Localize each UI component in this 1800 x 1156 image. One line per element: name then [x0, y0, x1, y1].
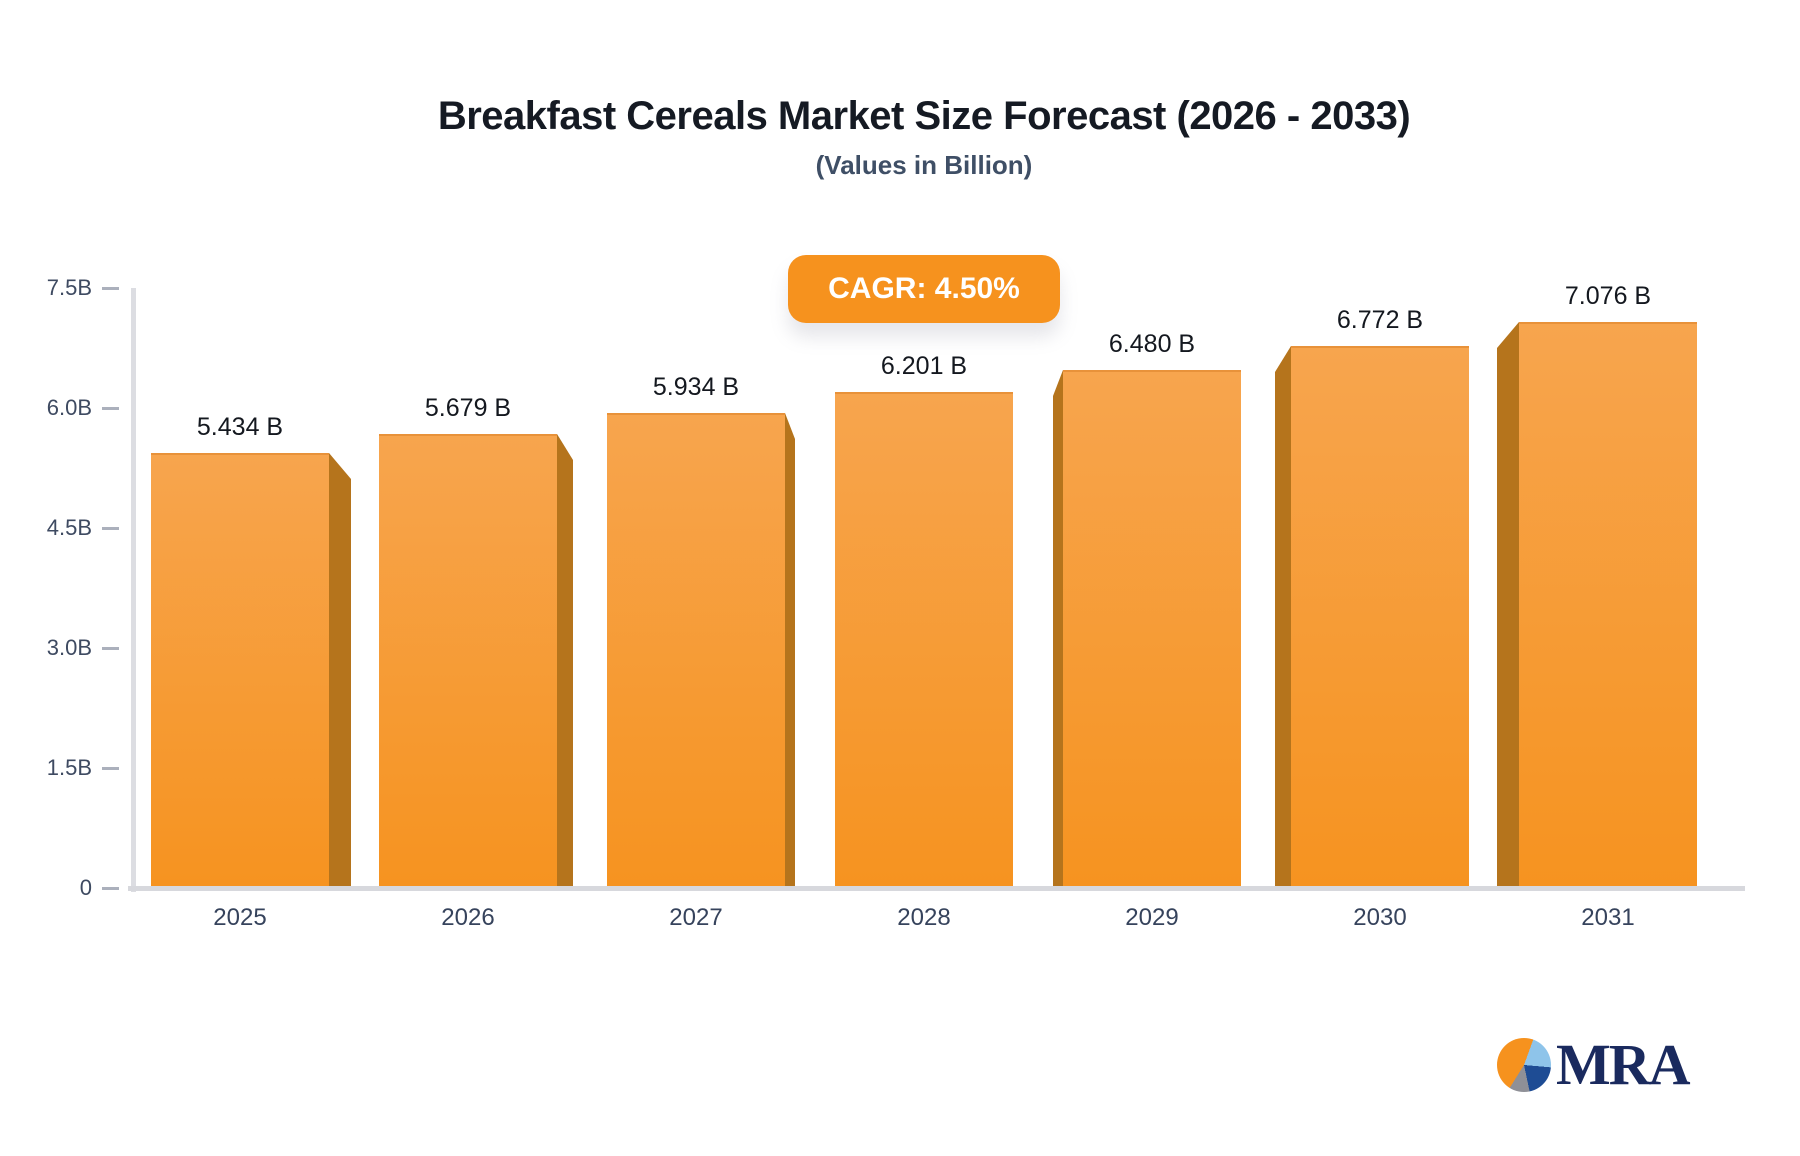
bar-value-label-2026: 5.679 B — [424, 394, 512, 422]
bar-value-label-2030: 6.772 B — [1336, 306, 1424, 334]
bar-side-face-2031 — [1497, 322, 1519, 887]
bar-side-face-2030 — [1275, 346, 1291, 887]
bar-2028 — [835, 392, 1013, 887]
bar-side-face-2025 — [329, 453, 351, 887]
y-tick-label: 3.0B — [46, 635, 92, 660]
y-tick-mark — [102, 887, 119, 890]
bar-value-label-2027: 5.934 B — [652, 373, 740, 401]
cagr-badge: CAGR: 4.50% — [788, 255, 1060, 323]
y-tick-mark — [102, 287, 119, 290]
x-axis-label-2026: 2026 — [441, 904, 495, 931]
y-tick-label: 4.5B — [46, 515, 92, 540]
bar-value-label-2025: 5.434 B — [196, 413, 284, 441]
chart-title: Breakfast Cereals Market Size Forecast (… — [437, 94, 1411, 138]
bar-value-label-2031: 7.076 B — [1564, 282, 1652, 310]
bar-value-label-2028: 6.201 B — [880, 352, 968, 380]
bar-2031 — [1519, 322, 1697, 887]
y-tick-label: 7.5B — [46, 275, 92, 300]
bar-side-face-2026 — [557, 434, 573, 887]
x-axis-baseline — [128, 886, 1745, 891]
bar-2029 — [1063, 370, 1241, 887]
x-axis-label-2030: 2030 — [1353, 904, 1407, 931]
x-axis-label-2027: 2027 — [669, 904, 723, 931]
logo-text: MRA — [1556, 1032, 1691, 1097]
bar-2026 — [379, 434, 557, 887]
x-axis-label-2028: 2028 — [897, 904, 951, 931]
bar-2027 — [607, 413, 785, 887]
pie-chart-icon — [1497, 1038, 1551, 1092]
x-axis-label-2031: 2031 — [1581, 904, 1635, 931]
y-axis-line — [131, 288, 136, 892]
y-tick-mark — [102, 407, 119, 410]
chart-subtitle: (Values in Billion) — [815, 150, 1033, 180]
bar-value-label-2029: 6.480 B — [1108, 330, 1196, 358]
y-tick-mark — [102, 767, 119, 770]
x-axis-label-2029: 2029 — [1125, 904, 1179, 931]
bar-2025 — [151, 453, 329, 887]
bar-side-face-2027 — [785, 413, 795, 887]
bar-2030 — [1291, 346, 1469, 887]
y-tick-mark — [102, 647, 119, 650]
x-axis-label-2025: 2025 — [213, 904, 267, 931]
y-tick-label: 0 — [79, 875, 92, 900]
cagr-badge-label: CAGR: 4.50% — [828, 272, 1020, 305]
y-tick-label: 1.5B — [46, 755, 92, 780]
y-tick-mark — [102, 527, 119, 530]
bar-side-face-2029 — [1053, 370, 1063, 887]
mra-logo: MRA — [1497, 1032, 1691, 1097]
y-tick-label: 6.0B — [46, 395, 92, 420]
